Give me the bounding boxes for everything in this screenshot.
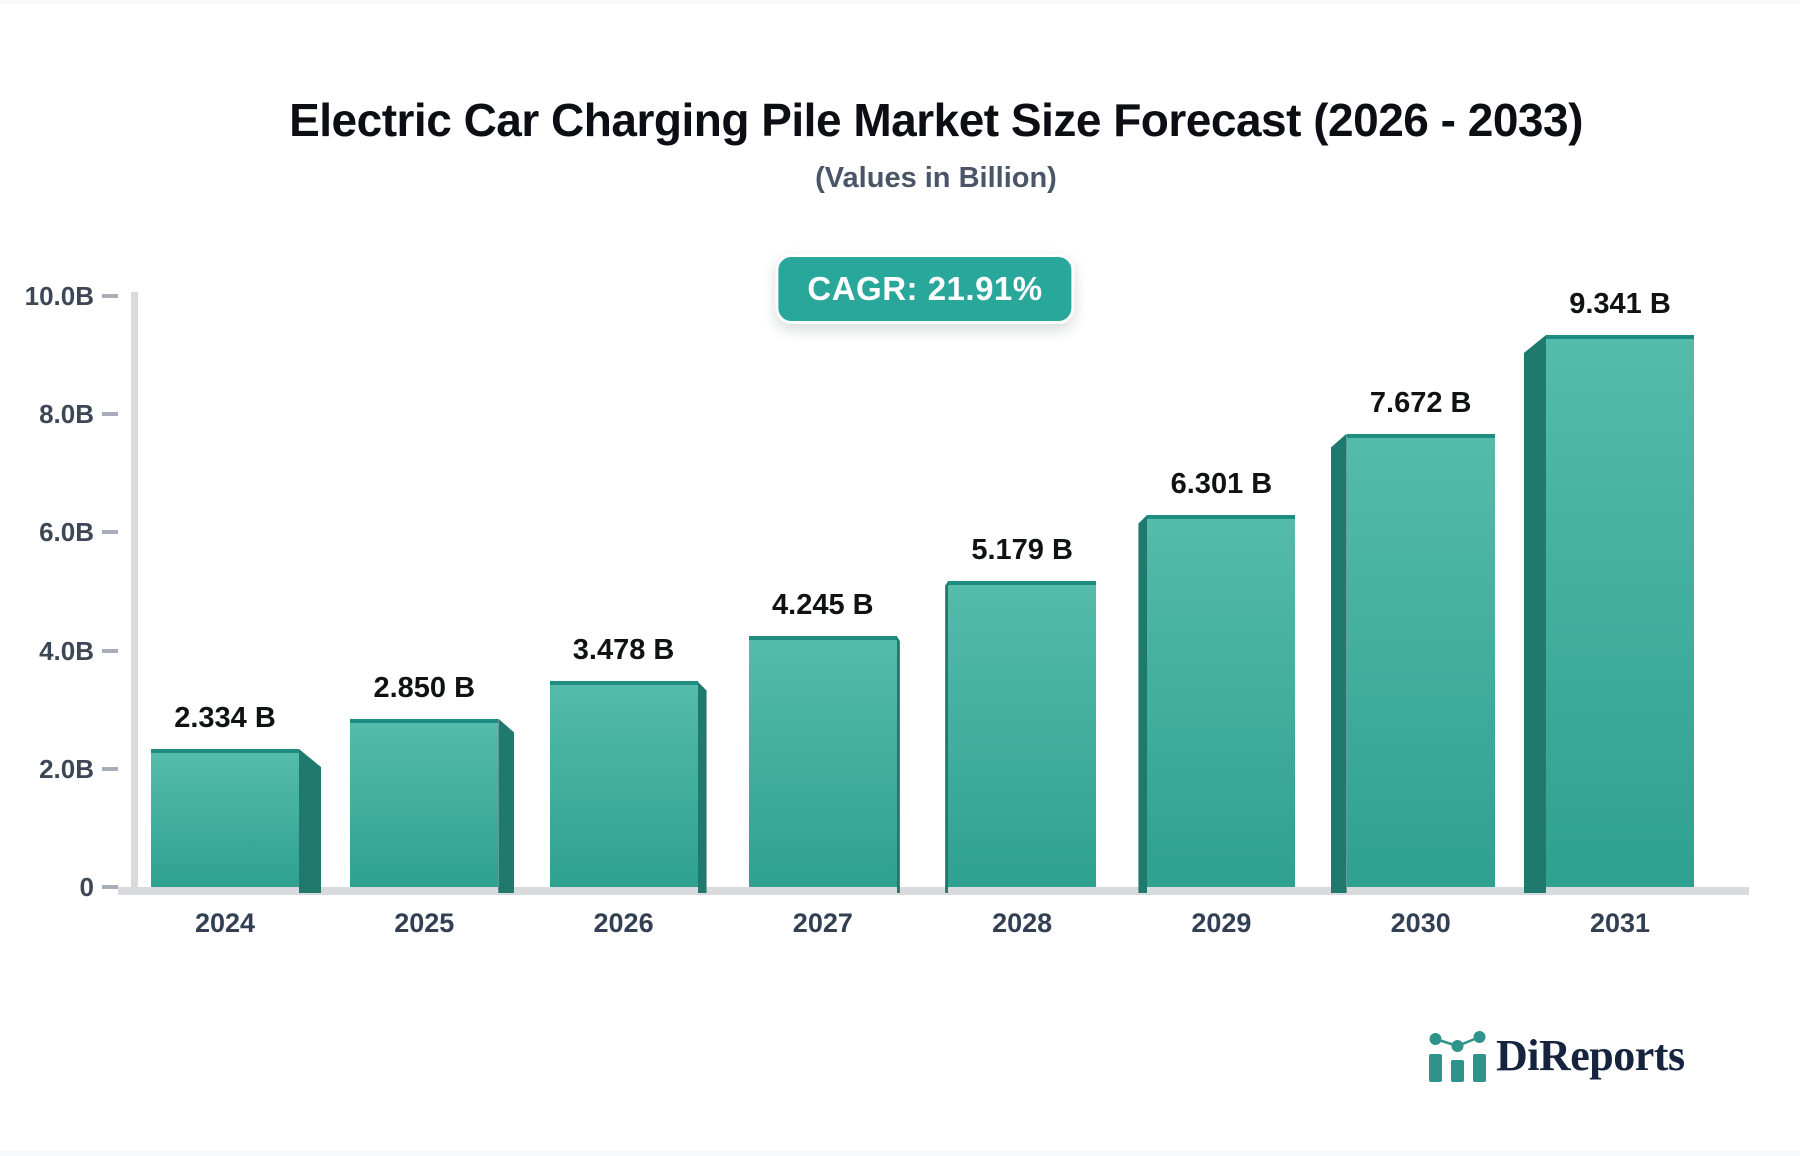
y-tick-dash: [102, 766, 118, 771]
bar-value-label: 9.341 B: [1569, 287, 1671, 320]
y-tick-label: 2.0B: [39, 753, 94, 784]
chart-title: Electric Car Charging Pile Market Size F…: [289, 94, 1583, 146]
bar-3d-side: [1330, 433, 1347, 893]
bar-value-label: 4.245 B: [772, 589, 874, 622]
bar-3d-side: [1523, 334, 1546, 893]
x-axis-line: [118, 887, 1749, 895]
bar-2029: [1147, 514, 1296, 887]
chart-header: Electric Car Charging Pile Market Size F…: [72, 92, 1800, 195]
y-tick-label: 0: [79, 872, 94, 902]
x-axis-label: 2026: [593, 908, 654, 938]
page-bottom-edge: [0, 1151, 1800, 1156]
y-axis-line: [131, 292, 138, 893]
chart-subtitle: (Values in Billion): [815, 162, 1057, 194]
x-axis-label: 2030: [1390, 908, 1451, 938]
y-tick-label: 6.0B: [39, 517, 94, 548]
x-axis-label: 2027: [792, 908, 853, 938]
bar-2031: [1545, 334, 1694, 887]
x-axis-label: 2025: [394, 908, 455, 938]
x-axis-label: 2029: [1191, 908, 1252, 938]
bar-2024: [151, 749, 299, 887]
bar-3d-side: [945, 580, 949, 893]
bar-2026: [549, 681, 698, 887]
bar-2028: [948, 580, 1097, 887]
logo-text: DiReports: [1496, 1031, 1685, 1080]
bar-value-label: 7.672 B: [1369, 386, 1472, 419]
x-axis-label: 2028: [992, 908, 1053, 938]
y-tick-dash: [102, 648, 118, 653]
logo-bar-chart-icon: [1429, 1031, 1486, 1082]
bar-value-label: 2.334 B: [174, 702, 276, 735]
y-tick-label: 4.0B: [39, 635, 94, 666]
bar-2027: [748, 636, 897, 887]
bar-2030: [1346, 433, 1495, 887]
cagr-badge: CAGR: 21.91%: [775, 254, 1075, 324]
bar-3d-side: [1138, 514, 1148, 893]
bar-value-label: 3.478 B: [572, 634, 675, 667]
x-axis-label: 2031: [1589, 908, 1651, 938]
y-tick-label: 8.0B: [39, 399, 94, 430]
page-top-edge: [0, 0, 1800, 4]
x-axis-label: 2024: [194, 908, 256, 938]
bar-3d-side: [697, 681, 707, 893]
bar-value-label: 2.850 B: [373, 671, 476, 704]
direports-logo: DiReports: [1428, 1026, 1685, 1084]
bar-3d-side: [498, 718, 515, 893]
bar-2025: [350, 718, 499, 887]
bar-3d-side: [299, 749, 321, 893]
y-tick-dash: [102, 530, 118, 535]
y-tick-dash: [102, 412, 118, 417]
y-tick-dash: [102, 885, 118, 889]
y-tick-label: 10.0B: [24, 281, 94, 311]
bar-value-label: 5.179 B: [971, 533, 1073, 566]
bar-value-label: 6.301 B: [1170, 467, 1273, 500]
bar-3d-side: [896, 636, 900, 893]
y-tick-dash: [102, 294, 118, 298]
